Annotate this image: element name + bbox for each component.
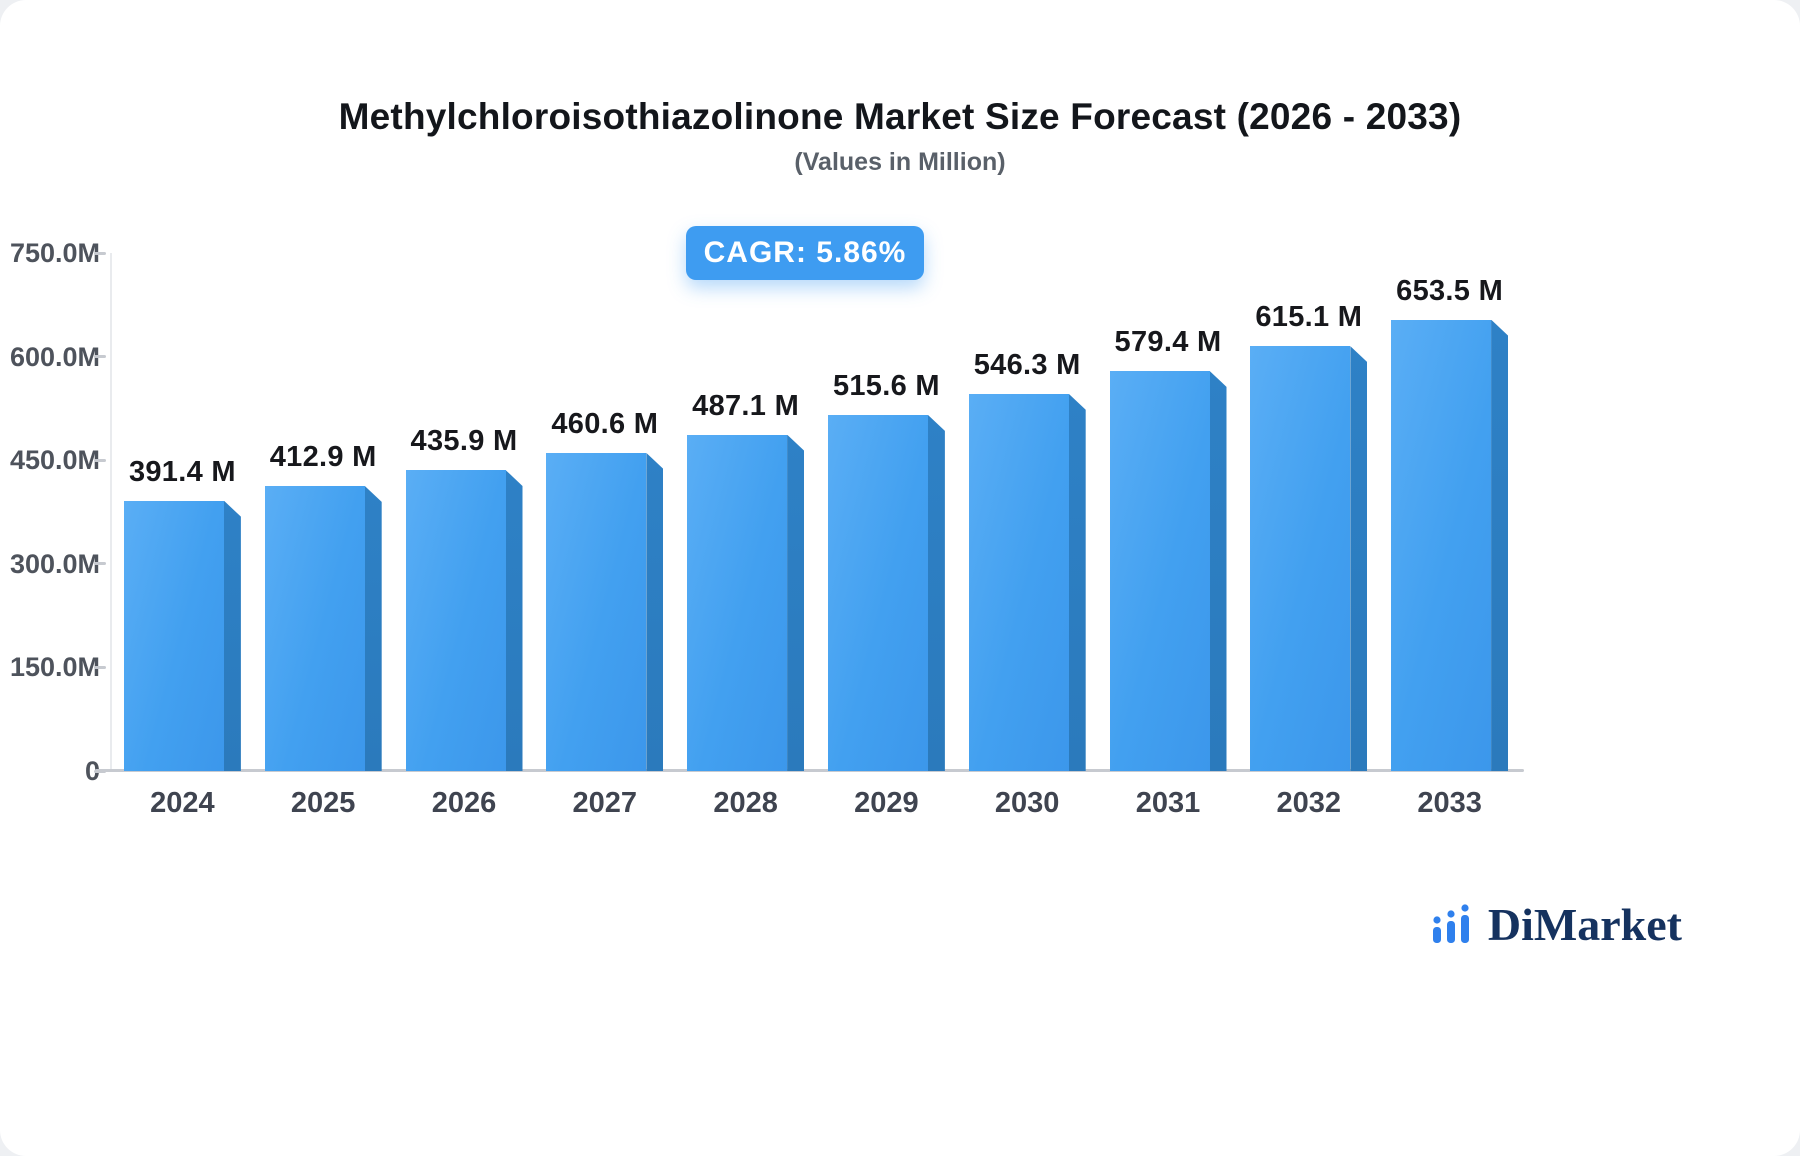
y-axis-tick-label: 600.0M: [9, 341, 100, 372]
y-axis-tick-mark: [94, 251, 106, 255]
bar-face: [827, 414, 928, 771]
chart-title: Methylchloroisothiazolinone Market Size …: [338, 96, 1462, 137]
bar: [827, 414, 945, 771]
bar-chart-logo-icon: [1432, 904, 1469, 943]
bar-face: [405, 469, 506, 771]
bar-value-label: 412.9 M: [269, 440, 377, 473]
bar: [1250, 346, 1368, 771]
bar-side-shadow: [1491, 319, 1509, 771]
bar-side-shadow: [646, 452, 664, 771]
y-axis-tick-label: 150.0M: [9, 652, 100, 683]
x-axis-category-label: 2025: [290, 787, 356, 819]
bar: [1391, 319, 1509, 771]
x-axis-category-label: 2032: [1276, 787, 1342, 819]
x-axis-baseline: [95, 769, 1524, 772]
y-axis-tick-label: 750.0M: [9, 238, 100, 268]
bar-side-shadow: [223, 500, 241, 771]
y-axis-line: [110, 253, 112, 771]
y-axis-tick-mark: [94, 562, 106, 566]
x-axis-category-label: 2026: [431, 787, 497, 819]
cagr-badge: CAGR: 5.86%: [686, 226, 924, 280]
bar-side-shadow: [1209, 370, 1227, 771]
bar-face: [264, 485, 365, 771]
x-axis-category-label: 2027: [572, 787, 638, 819]
bar-value-label: 615.1 M: [1255, 301, 1363, 334]
x-axis-category-label: 2024: [150, 787, 215, 819]
bar-value-label: 487.1 M: [692, 389, 800, 422]
bar-side-shadow: [787, 434, 805, 771]
x-axis-category-label: 2033: [1417, 787, 1482, 819]
bar: [405, 469, 523, 771]
bar-face: [1109, 370, 1210, 771]
cagr-badge-label: CAGR: 5.86%: [703, 236, 907, 269]
bar-face: [1391, 319, 1492, 771]
brand-name: DiMarket: [1487, 899, 1682, 950]
bar-value-label: 653.5 M: [1396, 274, 1504, 307]
x-axis-category-label: 2028: [713, 787, 778, 819]
y-axis-tick-label: 0: [84, 756, 100, 786]
x-axis-category-label: 2029: [854, 787, 919, 819]
bar-value-label: 515.6 M: [832, 369, 940, 402]
bar-value-label: 435.9 M: [410, 424, 518, 457]
bar-value-label: 391.4 M: [128, 455, 236, 488]
bar: [123, 500, 241, 771]
y-axis-tick-mark: [94, 355, 106, 359]
bar-face: [123, 500, 224, 771]
bar-value-label: 460.6 M: [551, 407, 659, 440]
x-axis-category-label: 2031: [1135, 787, 1201, 819]
bar-side-shadow: [1068, 393, 1086, 771]
y-axis-tick-mark: [94, 458, 106, 462]
bar: [687, 434, 805, 771]
x-axis-category-label: 2030: [994, 787, 1060, 819]
y-axis-tick-label: 300.0M: [9, 548, 100, 579]
bar: [968, 393, 1086, 771]
y-axis-tick-label: 450.0M: [9, 445, 100, 476]
bar-side-shadow: [364, 485, 382, 771]
bar-side-shadow: [1350, 346, 1368, 771]
bar-side-shadow: [927, 414, 945, 771]
bar-side-shadow: [505, 469, 523, 771]
bar-value-label: 546.3 M: [973, 348, 1081, 381]
bar-face: [687, 434, 788, 771]
bar: [546, 452, 664, 771]
brand-logo: DiMarket: [1428, 900, 1682, 948]
chart-subtitle: (Values in Million): [794, 148, 1006, 176]
bar-face: [546, 452, 647, 771]
bar-value-label: 579.4 M: [1114, 325, 1222, 358]
bar: [1109, 370, 1227, 771]
y-axis-tick-mark: [94, 665, 106, 669]
bar-face: [968, 393, 1069, 771]
bar: [264, 485, 382, 771]
bar-face: [1250, 346, 1351, 771]
